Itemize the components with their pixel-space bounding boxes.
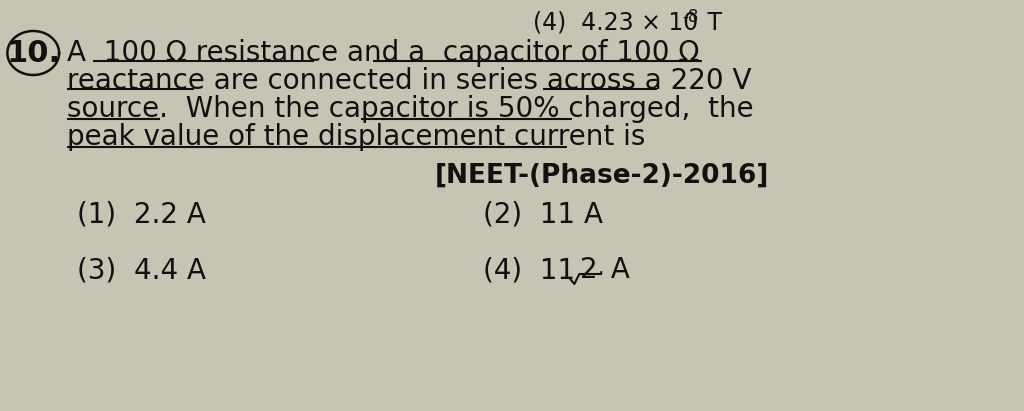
Text: -8: -8	[682, 8, 698, 26]
Text: source.  When the capacitor is 50% charged,  the: source. When the capacitor is 50% charge…	[67, 95, 754, 123]
Text: (4)  11: (4) 11	[483, 256, 574, 284]
Text: [NEET-(Phase-2)-2016]: [NEET-(Phase-2)-2016]	[435, 163, 769, 189]
Text: (1)  2.2 A: (1) 2.2 A	[77, 201, 206, 229]
Text: A: A	[602, 256, 630, 284]
Text: T: T	[699, 11, 722, 35]
Text: 10.: 10.	[6, 39, 60, 68]
Text: (4)  4.23 × 10: (4) 4.23 × 10	[532, 11, 697, 35]
Text: A  100 Ω resistance and a  capacitor of 100 Ω: A 100 Ω resistance and a capacitor of 10…	[67, 39, 699, 67]
Text: (2)  11 A: (2) 11 A	[483, 201, 603, 229]
Text: 2: 2	[581, 256, 598, 284]
Text: reactance are connected in series across a 220 V: reactance are connected in series across…	[67, 67, 752, 95]
Text: peak value of the displacement current is: peak value of the displacement current i…	[67, 123, 645, 151]
Text: (3)  4.4 A: (3) 4.4 A	[77, 256, 206, 284]
